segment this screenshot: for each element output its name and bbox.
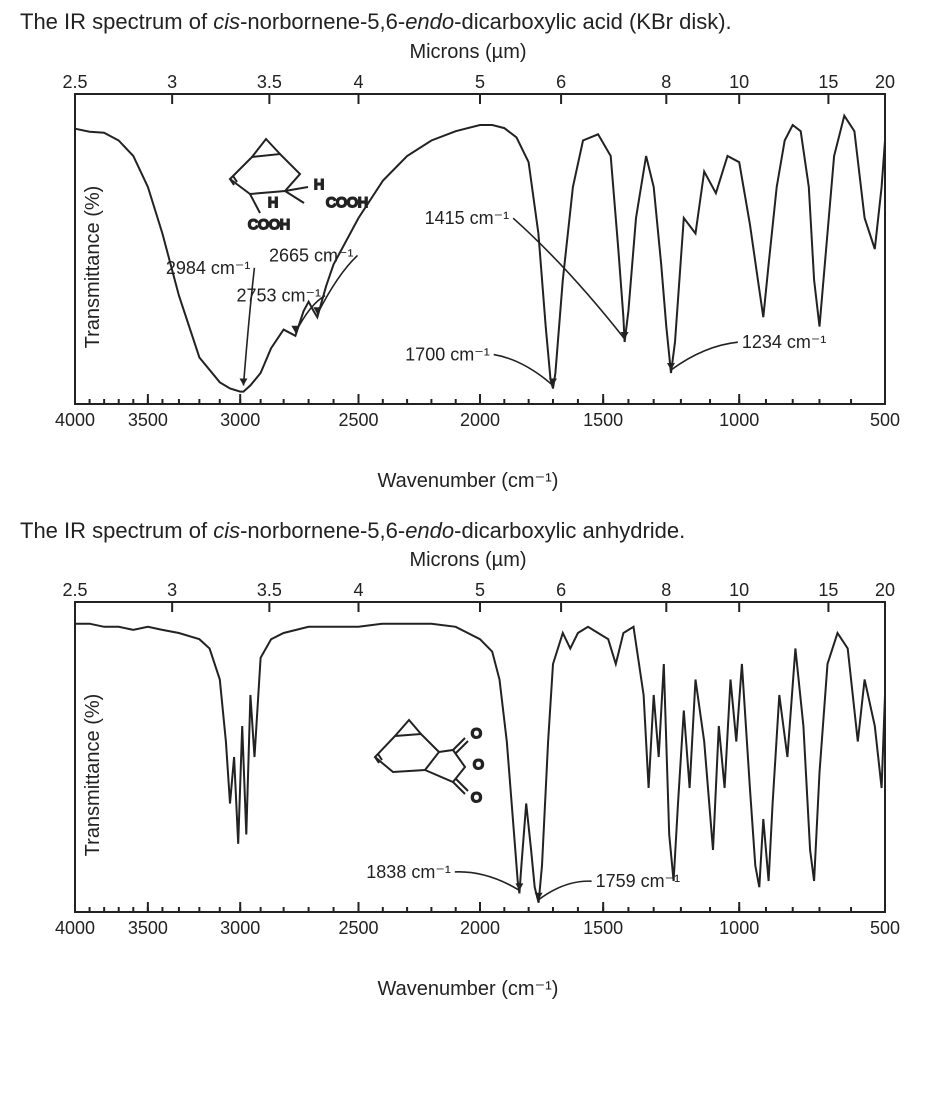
svg-text:1000: 1000 xyxy=(719,410,759,430)
svg-text:H: H xyxy=(268,194,278,210)
caption-text: The IR spectrum of xyxy=(20,9,213,34)
svg-text:COOH: COOH xyxy=(248,216,290,232)
svg-text:20: 20 xyxy=(875,580,895,600)
svg-text:H: H xyxy=(314,176,324,192)
svg-text:COOH: COOH xyxy=(326,194,368,210)
top-axis-title: Microns (µm) xyxy=(20,41,916,64)
svg-text:1500: 1500 xyxy=(583,410,623,430)
svg-text:500: 500 xyxy=(870,918,900,938)
svg-text:3: 3 xyxy=(167,580,177,600)
svg-text:1500: 1500 xyxy=(583,918,623,938)
spectrum-svg: 2.5 3 3.5 4 5 6 8 10 15 20 4000 3500 3000 2500 2000 150… xyxy=(20,574,916,974)
bottom-axis-title: Wavenumber (cm⁻¹) xyxy=(20,976,916,1001)
svg-text:5: 5 xyxy=(475,580,485,600)
bottom-caption: The IR spectrum of cis-norbornene-5,6-en… xyxy=(0,503,936,550)
svg-text:3.5: 3.5 xyxy=(257,580,282,600)
svg-text:2500: 2500 xyxy=(338,410,378,430)
caption-text: -norbornene-5,6- xyxy=(240,518,405,543)
svg-text:1415 cm⁻¹: 1415 cm⁻¹ xyxy=(425,208,510,228)
ir-spectrum-top: Microns (µm) Transmittance (%) 2.5 3 3.5 4 5… xyxy=(20,41,916,493)
spectrum-svg: 2.5 3 3.5 4 5 6 8 10 15 20 4000 3500 3000 2500 2000 150… xyxy=(20,66,916,466)
svg-text:O: O xyxy=(471,725,482,741)
caption-text: -dicarboxylic anhydride. xyxy=(454,518,685,543)
caption-text: The IR spectrum of xyxy=(20,518,213,543)
svg-text:2000: 2000 xyxy=(460,918,500,938)
caption-italic: endo xyxy=(405,9,454,34)
svg-text:5: 5 xyxy=(475,72,485,92)
top-axis-title: Microns (µm) xyxy=(20,549,916,572)
svg-text:3000: 3000 xyxy=(220,410,260,430)
svg-text:3500: 3500 xyxy=(128,918,168,938)
svg-text:15: 15 xyxy=(818,580,838,600)
svg-text:1759 cm⁻¹: 1759 cm⁻¹ xyxy=(596,871,681,891)
svg-text:15: 15 xyxy=(818,72,838,92)
svg-text:4000: 4000 xyxy=(55,410,95,430)
svg-text:3.5: 3.5 xyxy=(257,72,282,92)
svg-text:3500: 3500 xyxy=(128,410,168,430)
caption-italic: endo xyxy=(405,518,454,543)
svg-text:O: O xyxy=(471,789,482,805)
svg-text:20: 20 xyxy=(875,72,895,92)
svg-text:6: 6 xyxy=(556,580,566,600)
svg-text:2753 cm⁻¹: 2753 cm⁻¹ xyxy=(237,285,322,305)
svg-text:2500: 2500 xyxy=(338,918,378,938)
svg-text:3: 3 xyxy=(167,72,177,92)
svg-text:4: 4 xyxy=(353,72,363,92)
caption-italic: cis xyxy=(213,9,240,34)
svg-text:4000: 4000 xyxy=(55,918,95,938)
svg-text:6: 6 xyxy=(556,72,566,92)
svg-text:O: O xyxy=(473,756,484,772)
svg-text:2.5: 2.5 xyxy=(62,72,87,92)
ir-spectrum-bottom: Microns (µm) Transmittance (%) 2.5 3 3.5 4 5… xyxy=(20,549,916,1001)
svg-text:10: 10 xyxy=(729,580,749,600)
svg-text:2.5: 2.5 xyxy=(62,580,87,600)
svg-text:2000: 2000 xyxy=(460,410,500,430)
svg-text:1700 cm⁻¹: 1700 cm⁻¹ xyxy=(405,344,490,364)
svg-text:1000: 1000 xyxy=(719,918,759,938)
svg-text:1234 cm⁻¹: 1234 cm⁻¹ xyxy=(742,332,827,352)
svg-text:4: 4 xyxy=(353,580,363,600)
svg-text:3000: 3000 xyxy=(220,918,260,938)
y-axis-title: Transmittance (%) xyxy=(82,694,105,857)
svg-text:8: 8 xyxy=(661,72,671,92)
svg-text:8: 8 xyxy=(661,580,671,600)
svg-text:1838 cm⁻¹: 1838 cm⁻¹ xyxy=(366,862,451,882)
bottom-axis-title: Wavenumber (cm⁻¹) xyxy=(20,468,916,493)
svg-text:2665 cm⁻¹: 2665 cm⁻¹ xyxy=(269,245,354,265)
svg-text:2984 cm⁻¹: 2984 cm⁻¹ xyxy=(166,257,251,277)
caption-text: -dicarboxylic acid (KBr disk). xyxy=(454,9,732,34)
y-axis-title: Transmittance (%) xyxy=(82,185,105,348)
caption-text: -norbornene-5,6- xyxy=(240,9,405,34)
svg-text:10: 10 xyxy=(729,72,749,92)
caption-italic: cis xyxy=(213,518,240,543)
svg-text:500: 500 xyxy=(870,410,900,430)
top-caption: The IR spectrum of cis-norbornene-5,6-en… xyxy=(0,0,936,41)
